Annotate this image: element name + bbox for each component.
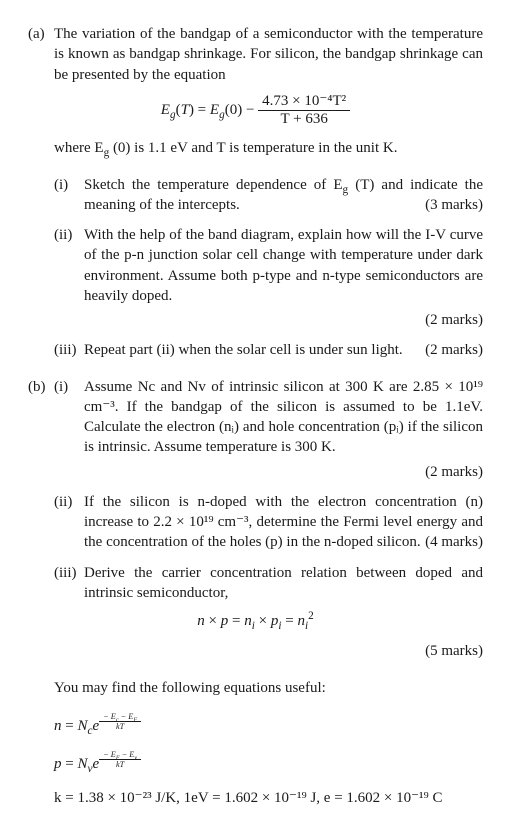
a-iii-label: (iii) xyxy=(54,340,84,360)
a-ii-text: With the help of the band diagram, expla… xyxy=(84,225,483,306)
eq-n: n = Nce − Ec − EF kT xyxy=(54,712,483,736)
a-iii-text: Repeat part (ii) when the solar cell is … xyxy=(84,340,483,360)
equation-bandgap: Eg(T) = Eg(0) − 4.73 × 10⁻⁴T² T + 636 xyxy=(28,93,483,129)
part-b-ii: (ii) If the silicon is n-doped with the … xyxy=(54,492,483,553)
b-iii-marks: (5 marks) xyxy=(54,641,483,661)
b-i-text: Assume Nc and Nv of intrinsic silicon at… xyxy=(84,377,483,458)
a-i-label: (i) xyxy=(54,175,84,195)
part-a-ii: (ii) With the help of the band diagram, … xyxy=(54,225,483,306)
b-ii-marks: (4 marks) xyxy=(425,532,483,552)
b-iii-text: Derive the carrier concentration relatio… xyxy=(84,563,483,604)
where-line: where Eg (0) is 1.1 eV and T is temperat… xyxy=(54,138,483,158)
a-iii-marks: (2 marks) xyxy=(425,340,483,360)
part-b: (b) (i) Assume Nc and Nv of intrinsic si… xyxy=(28,377,483,458)
eq-num: 4.73 × 10⁻⁴T² xyxy=(258,93,350,111)
part-b-label: (b) xyxy=(28,377,54,397)
part-a-intro: The variation of the bandgap of a semico… xyxy=(54,24,483,85)
a-ii-marks: (2 marks) xyxy=(54,310,483,330)
b-ii-label: (ii) xyxy=(54,492,84,512)
a-ii-label: (ii) xyxy=(54,225,84,245)
a-i-marks: (3 marks) xyxy=(425,195,483,215)
part-a-i: (i) Sketch the temperature dependence of… xyxy=(54,175,483,216)
eq-den: T + 636 xyxy=(258,111,350,128)
b-i-marks: (2 marks) xyxy=(54,462,483,482)
part-a-label: (a) xyxy=(28,24,54,44)
a-i-text: Sketch the temperature dependence of Eg … xyxy=(84,175,483,216)
part-b-iii: (iii) Derive the carrier concentration r… xyxy=(54,563,483,604)
b-ii-text: If the silicon is n-doped with the elect… xyxy=(84,492,483,553)
equation-np: n × p = ni × pi = ni2 xyxy=(28,611,483,631)
b-iii-label: (iii) xyxy=(54,563,84,583)
part-a-iii: (iii) Repeat part (ii) when the solar ce… xyxy=(54,340,483,360)
part-a: (a) The variation of the bandgap of a se… xyxy=(28,24,483,85)
useful-intro: You may find the following equations use… xyxy=(54,678,483,698)
constants-line: k = 1.38 × 10⁻²³ J/K, 1eV = 1.602 × 10⁻¹… xyxy=(54,788,483,808)
eq-p: p = Nve − EF − Ev kT xyxy=(54,750,483,774)
b-i-label: (i) xyxy=(54,377,84,397)
